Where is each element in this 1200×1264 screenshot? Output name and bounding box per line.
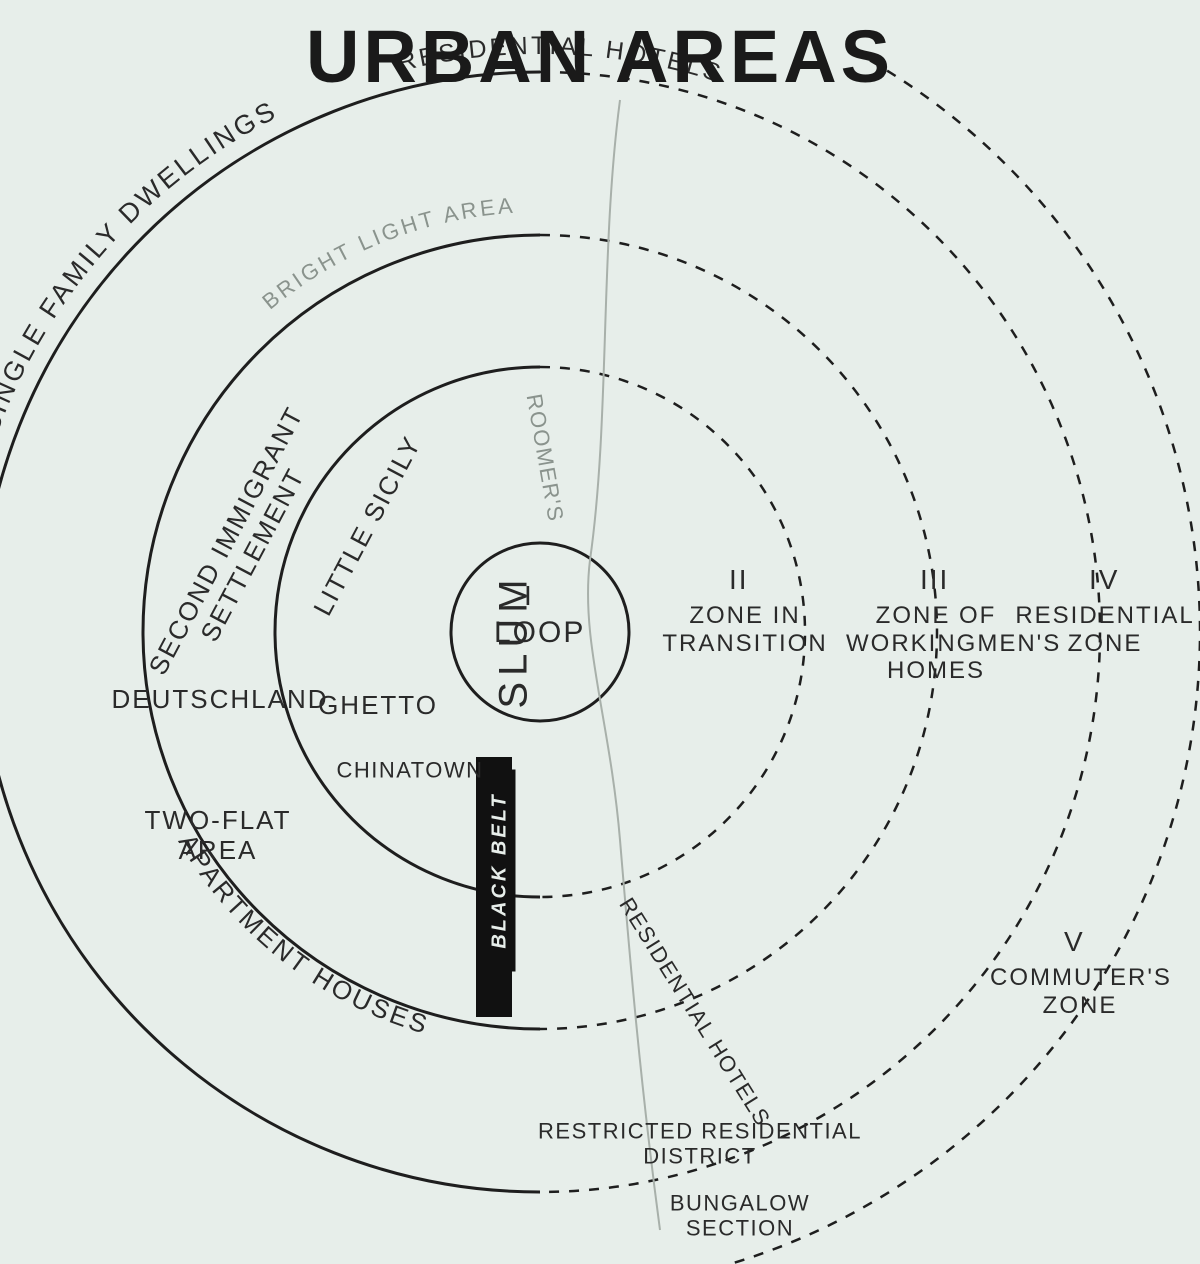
label-ghetto: GHETTO: [318, 691, 438, 721]
zone-5-name: COMMUTER'S ZONE: [990, 964, 1170, 1019]
slum-label: SLUM: [491, 573, 537, 708]
zone-3-numeral: III: [920, 564, 949, 596]
label-two-flat-area: TWO-FLAT AREA: [145, 806, 292, 866]
label-restricted-residential-district: RESTRICTED RESIDENTIAL DISTRICT: [538, 1119, 862, 1170]
zone-2-numeral: II: [729, 564, 749, 596]
zone-3-name: ZONE OF WORKINGMEN'S HOMES: [846, 602, 1026, 685]
diagram-title: URBAN AREAS: [0, 14, 1200, 99]
zone-5-numeral: V: [1064, 926, 1085, 958]
zone-2-name: ZONE IN TRANSITION: [655, 602, 835, 657]
black-belt-label: BLACK BELT: [485, 770, 516, 972]
arc-label-single-family: SINGLE FAMILY DWELLINGS: [0, 95, 282, 437]
zone-4-name: RESIDENTIAL ZONE: [1015, 602, 1195, 657]
label-bungalow-section: BUNGALOW SECTION: [670, 1191, 810, 1242]
zone-4-numeral: IV: [1089, 564, 1119, 596]
arc-label-bright-light: BRIGHT LIGHT AREA: [257, 193, 516, 314]
label-deutschland: DEUTSCHLAND: [111, 685, 328, 715]
diagram-canvas: APARTMENT HOUSESSINGLE FAMILY DWELLINGSR…: [0, 0, 1200, 1264]
label-chinatown: CHINATOWN: [336, 757, 483, 782]
